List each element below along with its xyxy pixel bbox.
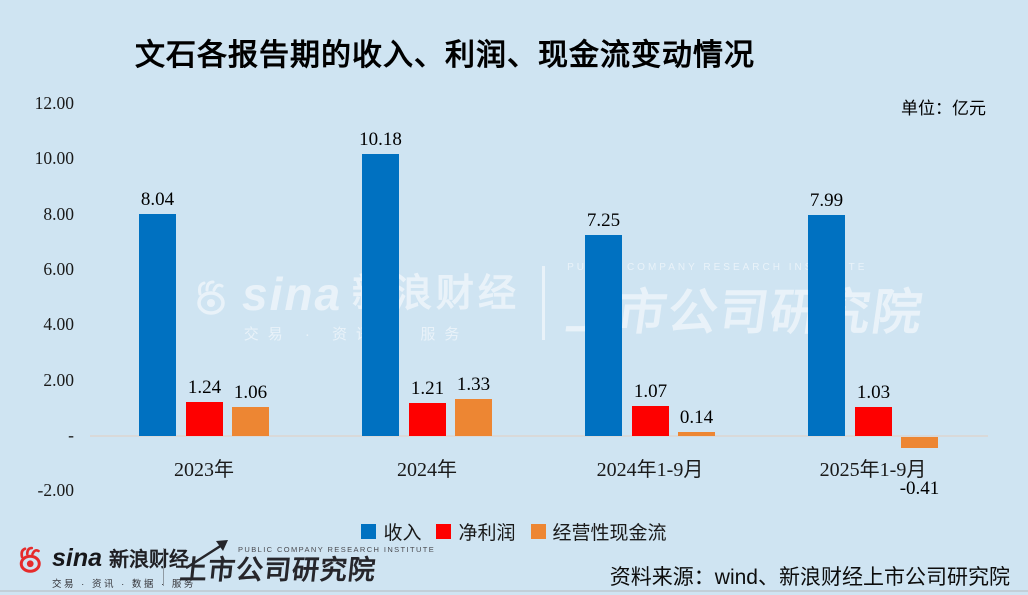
bar-收入-2023年 — [139, 213, 176, 436]
bar-value-label: 1.06 — [233, 381, 268, 403]
legend-item-经营性现金流: 经营性现金流 — [530, 518, 667, 545]
bar-经营性现金流-2025年1-9月 — [901, 437, 938, 449]
bar-净利润-2023年 — [186, 401, 223, 436]
bar-经营性现金流-2024年1-9月 — [678, 432, 715, 436]
institute-en: PUBLIC COMPANY RESEARCH INSTITUTE — [238, 545, 436, 554]
x-axis-category-label: 2025年1-9月 — [819, 459, 927, 481]
legend-label: 经营性现金流 — [552, 523, 667, 544]
bar-value-label: 1.03 — [856, 382, 891, 404]
legend-swatch-icon — [436, 524, 452, 539]
bar-经营性现金流-2024年 — [455, 399, 492, 436]
data-source: 资料来源：wind、新浪财经上市公司研究院 — [609, 566, 1010, 589]
sina-eye-icon — [192, 280, 232, 321]
legend-swatch-icon — [361, 524, 377, 539]
y-axis-tick: 6.00 — [43, 258, 74, 279]
sina-eye-icon — [16, 546, 46, 579]
sina-brand: 新浪财经 — [109, 549, 190, 571]
x-axis-line — [90, 435, 988, 437]
watermark-divider — [542, 266, 546, 340]
legend: 收入 净利润 经营性现金流 — [0, 518, 1028, 545]
watermark-sina-block: sina 新浪财经 交易 · 资讯 · 服务 — [192, 262, 520, 344]
bar-value-label: 0.14 — [679, 407, 714, 429]
x-axis-category-label: 2024年 — [397, 459, 457, 481]
bar-value-label: 1.33 — [456, 374, 491, 396]
sina-word: sina — [52, 544, 103, 572]
legend-label: 净利润 — [458, 523, 516, 544]
watermark-tagline: 交易 · 资讯 · 服务 — [243, 326, 469, 343]
sina-tagline: 交易 · 资讯 · 数据 · 服务 — [52, 579, 196, 590]
legend-swatch-icon — [530, 524, 546, 539]
bar-value-label: 10.18 — [359, 129, 402, 151]
bar-净利润-2025年1-9月 — [855, 407, 892, 436]
chart-title: 文石各报告期的收入、利润、现金流变动情况 — [135, 39, 755, 72]
arrow-icon — [182, 539, 234, 574]
institute-cn: 上市公司研究院 — [178, 555, 378, 585]
y-axis-tick: 8.00 — [43, 203, 74, 224]
y-axis-tick: 10.00 — [34, 148, 74, 169]
y-axis-tick: 2.00 — [43, 369, 74, 390]
bar-经营性现金流-2023年 — [232, 406, 269, 436]
y-axis-tick: 12.00 — [34, 92, 74, 113]
footer: sina 新浪财经 交易 · 资讯 · 数据 · 服务 PUBLIC COMPA… — [0, 540, 1028, 593]
legend-item-净利润: 净利润 — [436, 518, 516, 545]
unit-label: 单位：亿元 — [901, 99, 986, 118]
bar-value-label: 7.25 — [586, 210, 621, 232]
bar-value-label: -0.41 — [899, 478, 940, 500]
watermark-sina-word: sina — [242, 268, 343, 320]
footer-rule — [0, 590, 1028, 592]
y-axis-tick: - — [68, 425, 74, 445]
legend-label: 收入 — [383, 523, 422, 544]
y-axis-tick: 4.00 — [43, 314, 74, 335]
y-axis-tick: -2.00 — [37, 480, 74, 501]
bar-value-label: 1.21 — [410, 377, 445, 399]
bar-净利润-2024年1-9月 — [632, 406, 669, 436]
institute-logo: PUBLIC COMPANY RESEARCH INSTITUTE 上市公司研究… — [178, 540, 436, 586]
bar-value-label: 7.99 — [809, 189, 844, 211]
bar-收入-2024年1-9月 — [585, 235, 622, 436]
footer-divider — [163, 548, 164, 586]
bar-净利润-2024年 — [409, 402, 446, 436]
x-axis-category-label: 2024年1-9月 — [596, 459, 704, 481]
x-axis-category-label: 2023年 — [174, 459, 234, 481]
legend-item-收入: 收入 — [361, 518, 421, 545]
bar-value-label: 8.04 — [140, 188, 175, 210]
bar-收入-2024年 — [362, 154, 399, 436]
sina-logo: sina 新浪财经 交易 · 资讯 · 数据 · 服务 — [16, 546, 196, 590]
bar-value-label: 1.07 — [633, 381, 668, 403]
bar-value-label: 1.24 — [187, 376, 222, 398]
bar-收入-2025年1-9月 — [808, 214, 845, 436]
